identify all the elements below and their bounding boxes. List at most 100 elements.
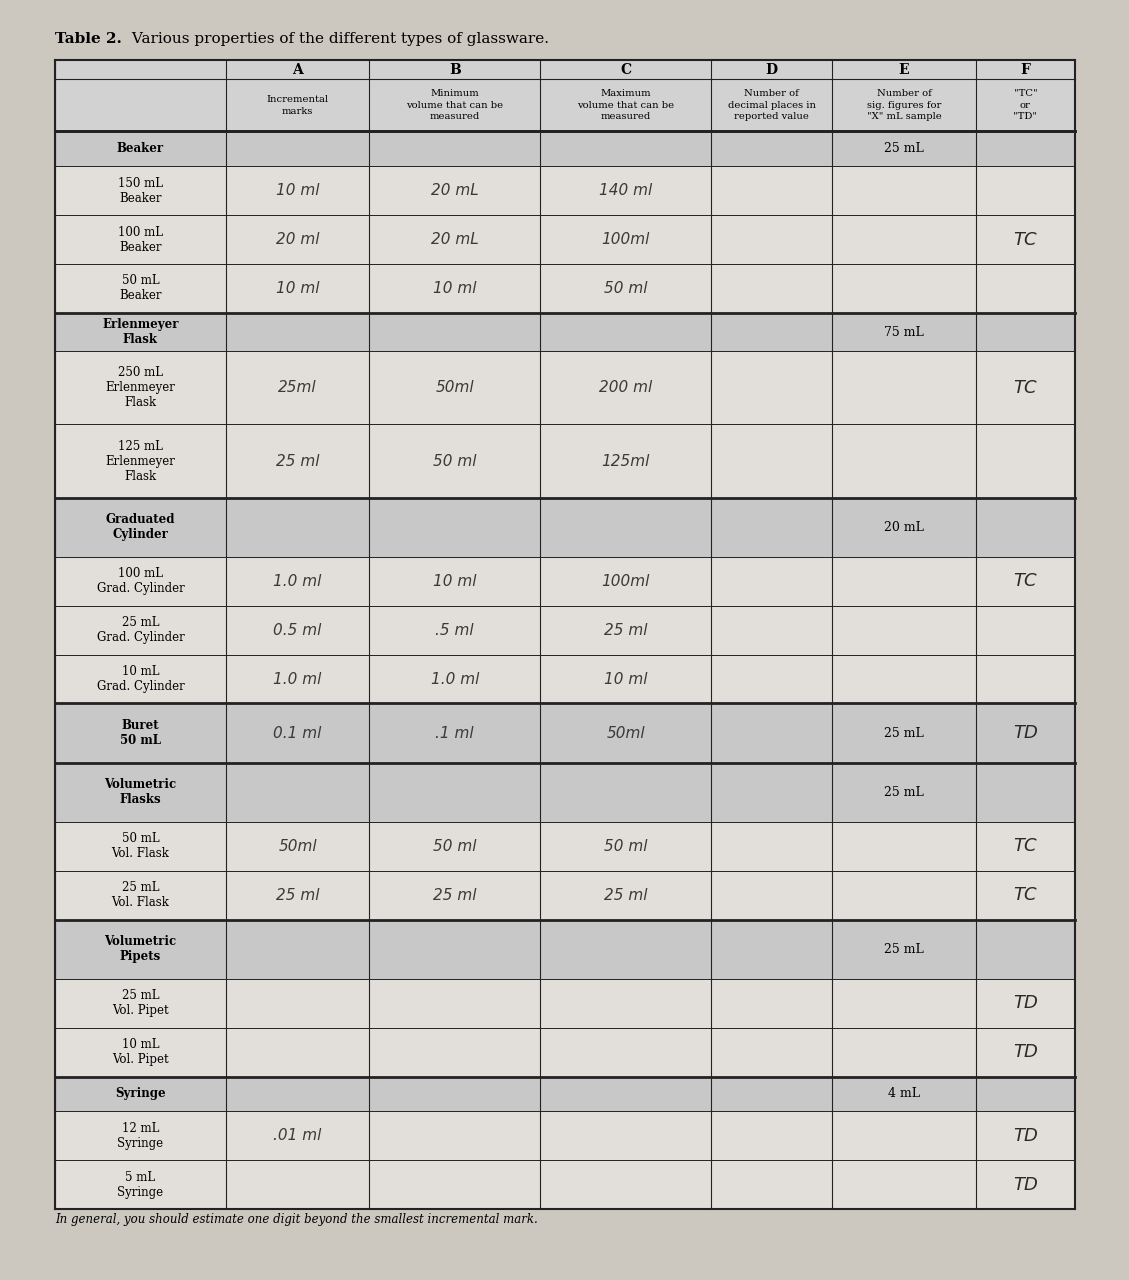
Text: 100ml: 100ml [602,573,650,589]
Text: 50 ml: 50 ml [434,838,476,854]
Text: TC: TC [1014,837,1038,855]
Text: 25 mL
Vol. Flask: 25 mL Vol. Flask [112,881,169,909]
Text: 0.1 ml: 0.1 ml [273,726,322,741]
Text: B: B [449,63,461,77]
Bar [55,870,1075,919]
Text: Incremental
marks: Incremental marks [266,95,329,115]
Text: Number of
sig. figures for
"X" mL sample: Number of sig. figures for "X" mL sample [867,90,942,122]
Text: 75 mL: 75 mL [884,325,924,338]
Text: Table 2.: Table 2. [55,32,122,46]
Text: 5 mL
Syringe: 5 mL Syringe [117,1171,164,1198]
Text: 12 mL
Syringe: 12 mL Syringe [117,1121,164,1149]
Bar [55,132,1075,166]
Bar [55,1111,1075,1160]
Text: TC: TC [1014,886,1038,904]
Text: .01 ml: .01 ml [273,1129,322,1143]
Text: TD: TD [1013,1126,1038,1144]
Text: Volumetric
Flasks: Volumetric Flasks [104,778,176,806]
Text: 20 mL: 20 mL [884,521,924,534]
Text: 140 ml: 140 ml [599,183,653,198]
Text: In general, you should estimate one digit beyond the smallest incremental mark.: In general, you should estimate one digi… [55,1213,537,1226]
Text: Erlenmeyer
Flask: Erlenmeyer Flask [103,317,178,346]
Text: TD: TD [1013,1175,1038,1194]
Text: 50ml: 50ml [436,380,474,396]
Text: 25 mL: 25 mL [884,142,924,155]
Text: Volumetric
Pipets: Volumetric Pipets [104,936,176,964]
Text: Buret
50 mL: Buret 50 mL [120,719,161,748]
Bar [55,1028,1075,1076]
Text: TC: TC [1014,379,1038,397]
Text: TD: TD [1013,724,1038,742]
Text: 100 mL
Grad. Cylinder: 100 mL Grad. Cylinder [97,567,184,595]
Bar [55,425,1075,498]
Bar [55,979,1075,1028]
Text: 25 mL: 25 mL [884,727,924,740]
Text: Minimum
volume that can be
measured: Minimum volume that can be measured [406,90,504,122]
Text: 125ml: 125ml [602,453,650,468]
Text: D: D [765,63,778,77]
Text: Various properties of the different types of glassware.: Various properties of the different type… [126,32,549,46]
Text: 10 ml: 10 ml [434,573,476,589]
Text: Maximum
volume that can be
measured: Maximum volume that can be measured [577,90,674,122]
Text: Number of
decimal places in
reported value: Number of decimal places in reported val… [728,90,816,122]
Text: 0.5 ml: 0.5 ml [273,622,322,637]
Text: "TC"
or
"TD": "TC" or "TD" [1014,90,1038,122]
Text: 20 mL: 20 mL [431,183,479,198]
Text: 50 mL
Vol. Flask: 50 mL Vol. Flask [112,832,169,860]
Text: 1.0 ml: 1.0 ml [430,672,479,686]
Text: TD: TD [1013,995,1038,1012]
Bar [55,822,1075,870]
Bar [55,351,1075,425]
Bar [55,166,1075,215]
Text: 250 mL
Erlenmeyer
Flask: 250 mL Erlenmeyer Flask [105,366,175,410]
Text: TD: TD [1013,1043,1038,1061]
Text: 10 ml: 10 ml [275,183,320,198]
Text: 50 ml: 50 ml [434,453,476,468]
Bar [55,763,1075,822]
Text: Beaker: Beaker [117,142,164,155]
Text: 20 ml: 20 ml [275,232,320,247]
Text: 10 mL
Vol. Pipet: 10 mL Vol. Pipet [112,1038,168,1066]
Text: Syringe: Syringe [115,1088,166,1101]
Text: 4 mL: 4 mL [889,1088,920,1101]
Text: 50 ml: 50 ml [604,838,647,854]
Bar [55,60,1075,79]
Bar [55,1160,1075,1210]
Text: 25 ml: 25 ml [604,888,647,902]
Bar [55,704,1075,763]
Bar [55,654,1075,704]
Text: 100 mL
Beaker: 100 mL Beaker [117,225,163,253]
Bar [55,919,1075,979]
Bar [55,605,1075,654]
Text: 1.0 ml: 1.0 ml [273,672,322,686]
Text: 10 ml: 10 ml [275,280,320,296]
Text: 50ml: 50ml [278,838,317,854]
Text: 50ml: 50ml [606,726,645,741]
Text: 25 ml: 25 ml [434,888,476,902]
Text: 200 ml: 200 ml [599,380,653,396]
Text: 25 mL
Grad. Cylinder: 25 mL Grad. Cylinder [97,616,184,644]
Text: A: A [292,63,303,77]
Text: 20 mL: 20 mL [431,232,479,247]
Text: 150 mL
Beaker: 150 mL Beaker [117,177,163,205]
Text: 25 ml: 25 ml [275,453,320,468]
Bar [55,60,1075,1210]
Bar [55,79,1075,132]
Text: .1 ml: .1 ml [436,726,474,741]
Text: E: E [899,63,909,77]
Text: 125 mL
Erlenmeyer
Flask: 125 mL Erlenmeyer Flask [105,439,175,483]
Text: 25 mL: 25 mL [884,786,924,799]
Text: .5 ml: .5 ml [436,622,474,637]
Text: TC: TC [1014,230,1038,248]
Bar [55,312,1075,351]
Bar [55,264,1075,312]
Text: 25 mL
Vol. Pipet: 25 mL Vol. Pipet [112,989,168,1018]
Text: 1.0 ml: 1.0 ml [273,573,322,589]
Bar [55,498,1075,557]
Text: 25 mL: 25 mL [884,943,924,956]
Text: 25 ml: 25 ml [275,888,320,902]
Text: TC: TC [1014,572,1038,590]
Text: 10 mL
Grad. Cylinder: 10 mL Grad. Cylinder [97,666,184,692]
Text: 25ml: 25ml [278,380,317,396]
Bar [55,557,1075,605]
